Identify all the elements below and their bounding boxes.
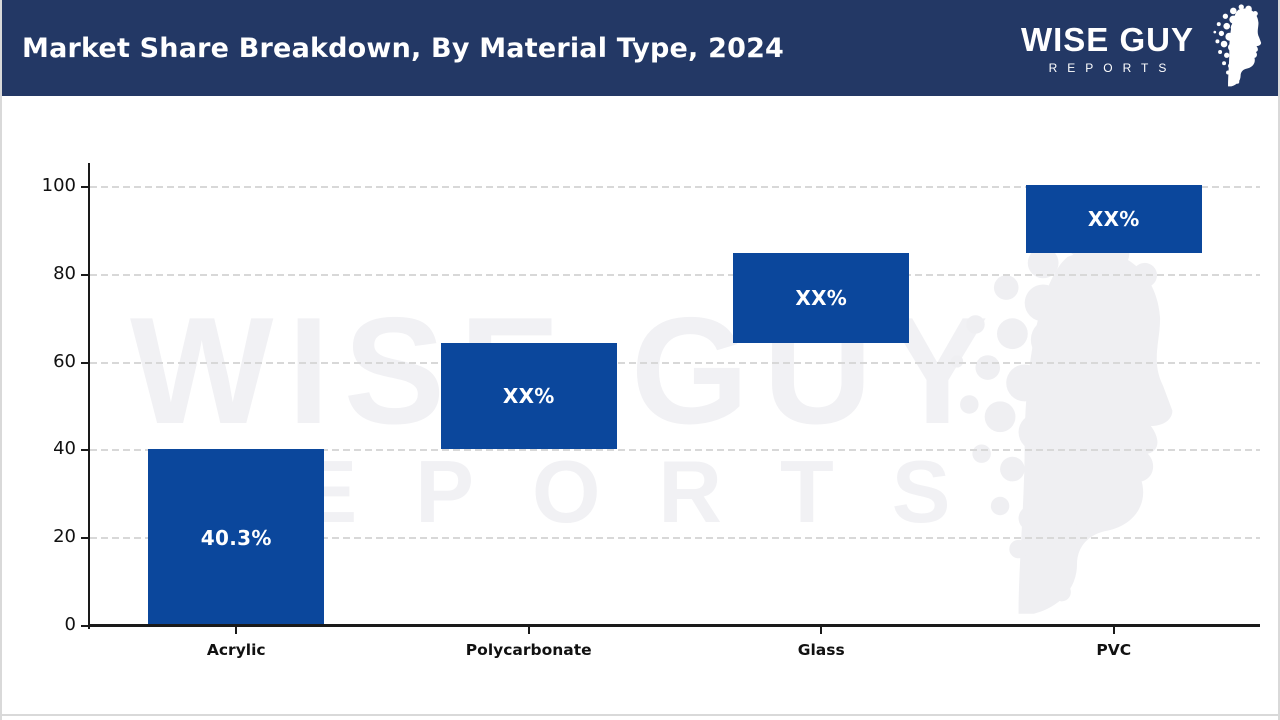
x-category-label: Polycarbonate [465, 641, 592, 659]
plot-area: 0 20 40 60 80 100 40.3% Acrylic XX% Polycarbonate… [42, 163, 1260, 659]
y-tick-label: 0 [64, 614, 76, 635]
y-tick-label: 40 [53, 438, 76, 460]
y-tick-mark [81, 449, 88, 452]
wiseguy-head-icon [1196, 3, 1268, 93]
bar-acrylic: 40.3% [148, 449, 325, 626]
y-tick-mark [81, 186, 88, 188]
chart-area: WISE GUY REPORTS [2, 96, 1278, 715]
frame-bottom-border [2, 714, 1278, 716]
bar-value-label: XX% [795, 286, 848, 311]
bar-glass: XX% [733, 253, 910, 343]
y-tick-mark [81, 537, 88, 540]
x-category-label: Glass [797, 641, 845, 659]
gridline-y-40 [90, 449, 1260, 452]
gridline-y-20 [90, 537, 1260, 540]
x-tick-mark [235, 627, 238, 634]
y-axis-line [88, 163, 90, 629]
x-category-label: PVC [1096, 641, 1132, 659]
wiseguy-logo-text: WISE GUY REPORTS [1021, 23, 1194, 74]
y-tick-mark [81, 273, 88, 276]
x-axis-line [88, 624, 1260, 627]
bar-pvc: XX% [1025, 185, 1202, 254]
y-tick-label: 100 [41, 175, 76, 196]
gridline-y-80 [90, 273, 1260, 276]
y-tick-label: 80 [53, 262, 76, 284]
y-tick-mark [81, 625, 88, 627]
x-tick-mark [527, 627, 530, 634]
gridline-y-60 [90, 361, 1260, 364]
x-tick-mark [820, 627, 823, 634]
bar-value-label: 40.3% [200, 525, 272, 550]
logo-brand-subtitle: REPORTS [1048, 60, 1177, 75]
bar-value-label: XX% [1087, 207, 1140, 232]
bar-polycarbonate: XX% [440, 342, 617, 450]
y-tick-label: 60 [53, 350, 76, 372]
logo-brand-name: WISE GUY [1020, 20, 1194, 58]
x-category-label: Acrylic [206, 641, 266, 659]
y-tick-mark [81, 361, 88, 364]
chart-title: Market Share Breakdown, By Material Type… [22, 32, 785, 64]
gridline-y-100 [90, 186, 1260, 188]
x-tick-mark [1112, 627, 1115, 634]
header-bar: Market Share Breakdown, By Material Type… [2, 0, 1278, 96]
wiseguy-logo: WISE GUY REPORTS [1021, 3, 1268, 93]
y-tick-label: 20 [53, 526, 76, 548]
bar-value-label: XX% [502, 383, 555, 408]
